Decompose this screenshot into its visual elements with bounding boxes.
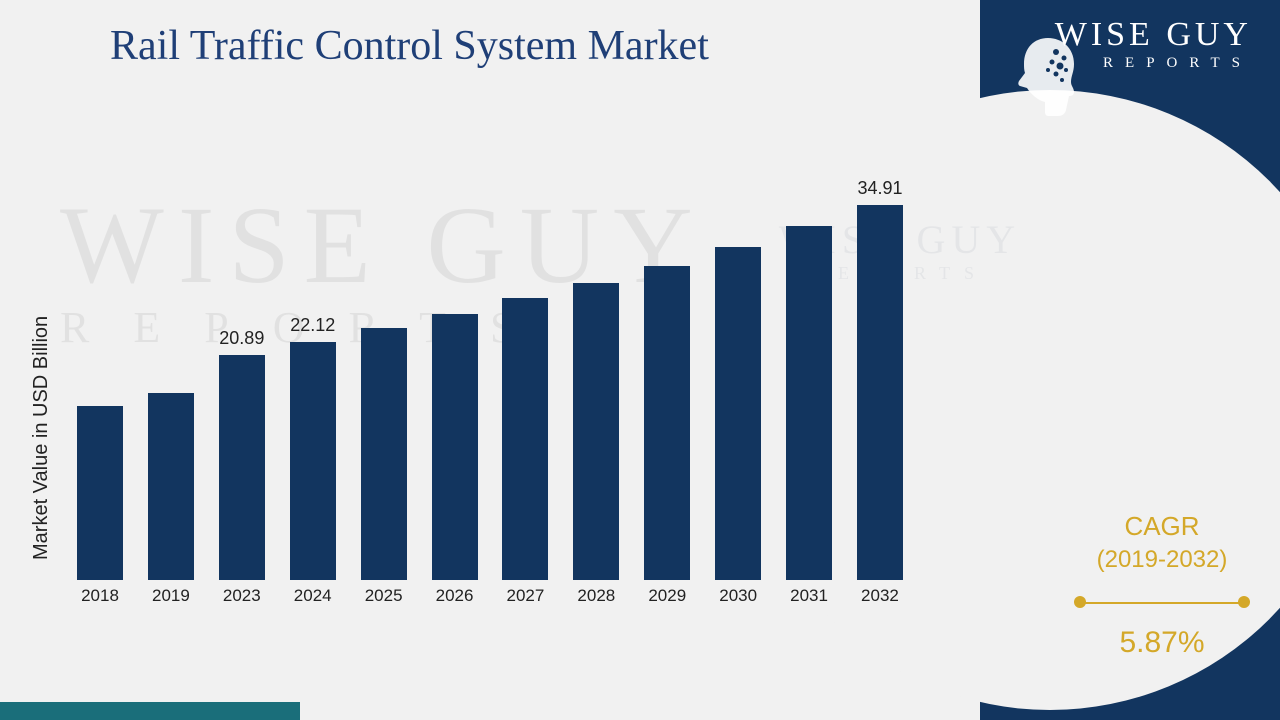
cagr-value: 5.87% bbox=[1072, 626, 1252, 660]
cagr-block: CAGR (2019-2032) 5.87% bbox=[1072, 511, 1252, 660]
x-axis: 2018 2019 2023 2024 2025 2026 2027 2028 2029 2030… bbox=[70, 586, 910, 606]
bar-slot bbox=[637, 266, 697, 580]
x-tick-label: 2026 bbox=[425, 586, 485, 606]
bar bbox=[644, 266, 690, 580]
brand-logo: WISE GUY REPORTS bbox=[1055, 18, 1252, 71]
x-tick-label: 2029 bbox=[637, 586, 697, 606]
x-tick-label: 2019 bbox=[141, 586, 201, 606]
brand-logo-bottom: REPORTS bbox=[1055, 56, 1252, 71]
x-tick-label: 2025 bbox=[354, 586, 414, 606]
cagr-line bbox=[1080, 602, 1244, 604]
cagr-dot-right bbox=[1238, 596, 1250, 608]
cagr-label: CAGR bbox=[1072, 511, 1252, 542]
bar bbox=[432, 314, 478, 580]
cagr-divider bbox=[1072, 592, 1252, 612]
bar-slot bbox=[495, 298, 555, 580]
x-tick-label: 2027 bbox=[495, 586, 555, 606]
bar bbox=[219, 355, 265, 580]
x-tick-label: 2018 bbox=[70, 586, 130, 606]
bar bbox=[361, 328, 407, 580]
x-tick-label: 2031 bbox=[779, 586, 839, 606]
cagr-years: (2019-2032) bbox=[1072, 546, 1252, 574]
cagr-dot-left bbox=[1074, 596, 1086, 608]
bar-slot bbox=[141, 393, 201, 580]
bar-chart: 20.8922.1234.91 bbox=[70, 150, 910, 580]
bar-value-label: 20.89 bbox=[219, 328, 264, 349]
infographic-page: WISE GUY REPORTS WISE GUY REPORTS Rail T… bbox=[0, 0, 1280, 720]
bar bbox=[77, 406, 123, 580]
x-tick-label: 2030 bbox=[708, 586, 768, 606]
bar bbox=[502, 298, 548, 580]
bar-slot: 34.91 bbox=[850, 205, 910, 580]
bar-slot: 20.89 bbox=[212, 355, 272, 580]
bar bbox=[786, 226, 832, 580]
bar-slot bbox=[779, 226, 839, 580]
bar-value-label: 22.12 bbox=[290, 315, 335, 336]
y-axis-label: Market Value in USD Billion bbox=[30, 316, 53, 560]
bar bbox=[857, 205, 903, 580]
x-tick-label: 2028 bbox=[566, 586, 626, 606]
x-tick-label: 2023 bbox=[212, 586, 272, 606]
x-tick-label: 2032 bbox=[850, 586, 910, 606]
bars-row: 20.8922.1234.91 bbox=[70, 150, 910, 580]
brain-head-icon bbox=[1010, 36, 1080, 116]
bar-slot bbox=[354, 328, 414, 580]
bar-value-label: 34.91 bbox=[857, 178, 902, 199]
brand-logo-top: WISE GUY bbox=[1055, 18, 1252, 52]
x-tick-label: 2024 bbox=[283, 586, 343, 606]
bar-slot bbox=[70, 406, 130, 580]
bar-slot bbox=[425, 314, 485, 580]
bar-slot bbox=[566, 283, 626, 580]
bar bbox=[715, 247, 761, 580]
chart-title: Rail Traffic Control System Market bbox=[110, 22, 709, 70]
bar bbox=[148, 393, 194, 580]
bar bbox=[573, 283, 619, 580]
bar bbox=[290, 342, 336, 580]
bar-slot: 22.12 bbox=[283, 342, 343, 580]
bar-slot bbox=[708, 247, 768, 580]
bottom-accent-strip bbox=[0, 702, 300, 720]
